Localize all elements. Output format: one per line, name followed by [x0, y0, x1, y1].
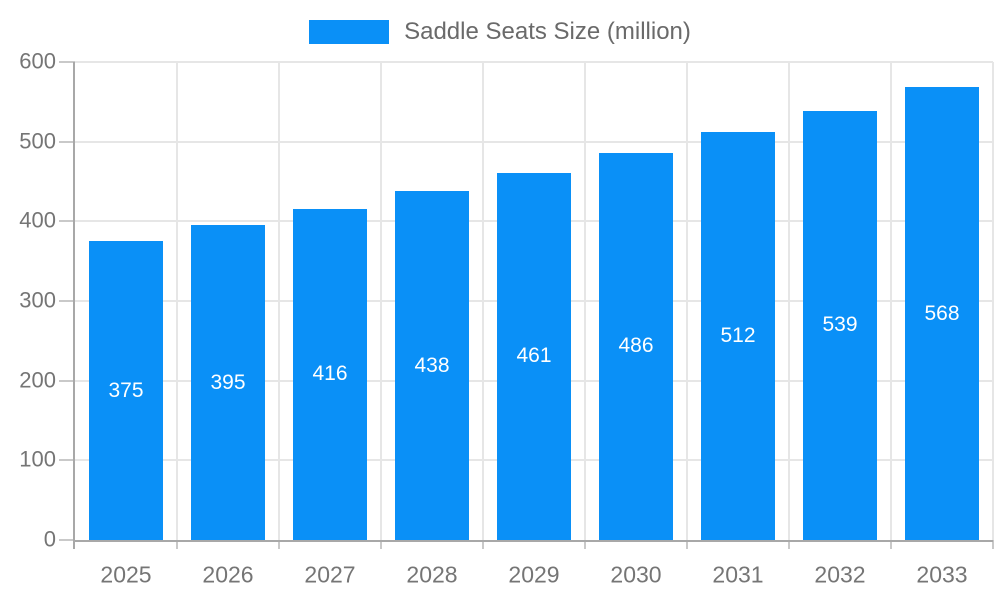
bar[interactable]: 539	[803, 110, 877, 540]
x-axis-label: 2026	[202, 561, 254, 588]
bar-value-label: 395	[210, 370, 246, 394]
gridline-vertical	[380, 62, 382, 540]
x-axis-tick	[278, 540, 280, 549]
x-axis-label: 2032	[814, 561, 866, 588]
bar[interactable]: 416	[293, 208, 367, 540]
x-axis-label: 2027	[304, 561, 356, 588]
x-axis-tick	[890, 540, 892, 549]
gridline-vertical	[788, 62, 790, 540]
bar-value-label: 568	[924, 301, 960, 325]
y-axis-line	[73, 62, 75, 549]
x-axis-label: 2031	[712, 561, 764, 588]
x-axis-tick	[584, 540, 586, 549]
gridline-horizontal	[75, 61, 993, 63]
x-axis-tick	[482, 540, 484, 549]
y-axis-tick	[59, 300, 75, 302]
y-axis-label: 100	[19, 446, 56, 472]
bar-value-label: 539	[822, 313, 858, 337]
y-axis-tick	[59, 459, 75, 462]
y-axis-label: 600	[19, 48, 56, 74]
gridline-vertical	[584, 62, 586, 540]
legend-label: Saddle Seats Size (million)	[404, 18, 691, 45]
y-axis-label: 200	[19, 367, 56, 393]
y-axis-tick	[59, 220, 75, 223]
x-axis-tick	[380, 540, 382, 549]
gridline-vertical	[992, 62, 994, 540]
x-axis-label: 2030	[610, 561, 662, 588]
y-axis-tick	[59, 379, 75, 382]
bar[interactable]: 375	[89, 241, 163, 540]
y-axis-label: 400	[19, 207, 56, 233]
x-axis-label: 2033	[916, 561, 968, 588]
y-axis-tick	[59, 61, 75, 63]
bar[interactable]: 395	[191, 225, 265, 540]
y-axis-label: 0	[43, 526, 56, 552]
legend-swatch-icon	[309, 20, 390, 44]
x-axis-label: 2025	[100, 561, 152, 588]
gridline-horizontal	[75, 140, 993, 143]
gridline-vertical	[890, 62, 892, 540]
bar-value-label: 416	[312, 362, 348, 386]
x-axis-tick	[176, 540, 178, 549]
gridline-vertical	[686, 62, 688, 540]
bar[interactable]: 438	[395, 191, 469, 540]
x-axis-label: 2029	[508, 561, 560, 588]
bar-value-label: 438	[414, 353, 450, 377]
legend-item[interactable]: Saddle Seats Size (million)	[309, 18, 691, 46]
legend: Saddle Seats Size (million)	[0, 18, 1000, 46]
bar-value-label: 375	[108, 378, 144, 402]
y-axis-label: 300	[19, 287, 56, 313]
bar[interactable]: 512	[701, 132, 775, 540]
bar[interactable]: 461	[497, 172, 571, 540]
gridline-vertical	[482, 62, 484, 540]
bar-value-label: 461	[516, 344, 552, 368]
gridline-vertical	[176, 62, 178, 540]
bar[interactable]: 486	[599, 152, 673, 540]
x-axis-tick	[788, 540, 790, 549]
x-axis-tick	[992, 540, 994, 549]
x-axis-label: 2028	[406, 561, 458, 588]
bar-value-label: 512	[720, 324, 756, 348]
gridline-vertical	[278, 62, 280, 540]
x-axis-tick	[686, 540, 688, 549]
y-axis-tick	[59, 140, 75, 143]
bar[interactable]: 568	[905, 87, 979, 540]
y-axis-label: 500	[19, 128, 56, 154]
bar-value-label: 486	[618, 334, 654, 358]
x-axis-line	[73, 540, 993, 542]
y-axis-tick	[59, 539, 75, 541]
